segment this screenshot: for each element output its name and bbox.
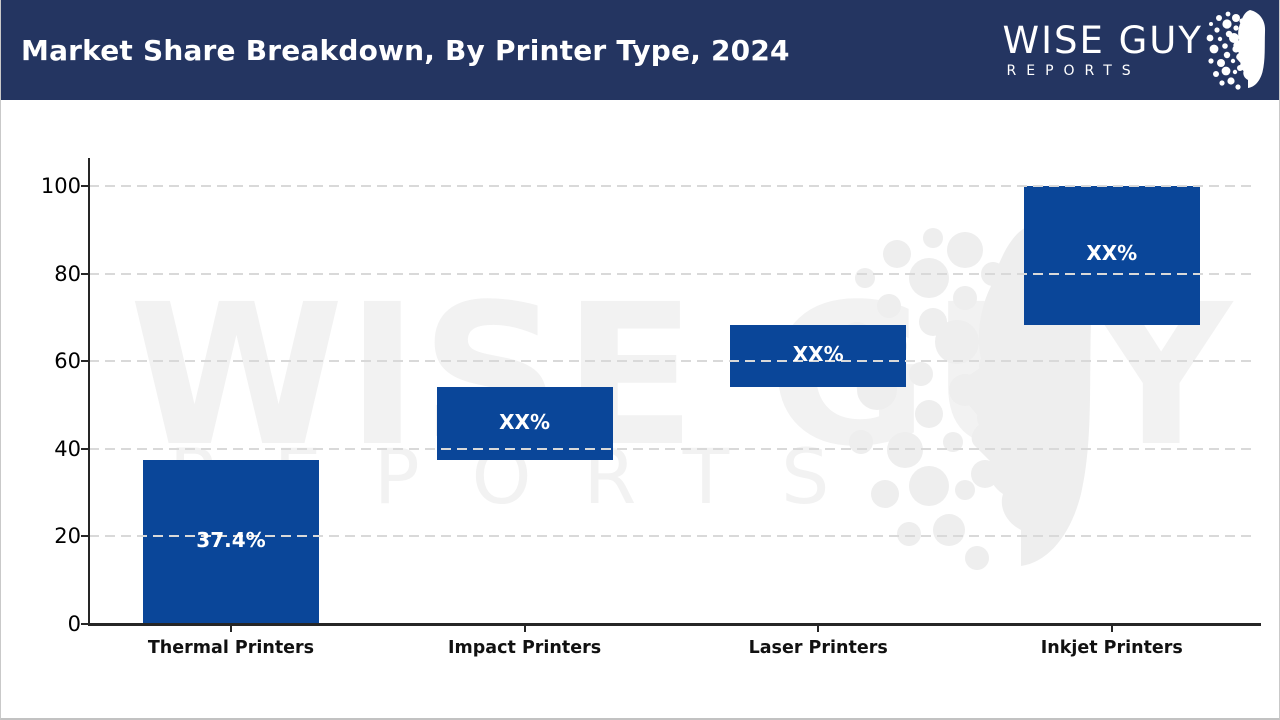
- bar-value-label: 37.4%: [196, 527, 266, 552]
- y-axis-tick-label: 60: [54, 349, 81, 373]
- y-axis-tick-mark: [81, 535, 88, 537]
- header-bar: Market Share Breakdown, By Printer Type,…: [1, 0, 1279, 100]
- y-gridline: [89, 360, 1253, 362]
- bar-laser-printers: [730, 324, 907, 388]
- y-axis-tick-label: 20: [54, 524, 81, 548]
- y-gridline: [89, 535, 1253, 537]
- bar-thermal-printers: [143, 459, 319, 624]
- brand-face-icon: [1206, 10, 1266, 90]
- y-axis-tick-label: 0: [67, 611, 81, 636]
- brand-logo-text: WISE GUY REPORTS: [1003, 22, 1203, 79]
- y-gridline: [89, 185, 1253, 187]
- bar-value-label: XX%: [1086, 241, 1138, 266]
- y-gridline: [89, 272, 1253, 275]
- chart-title: Market Share Breakdown, By Printer Type,…: [21, 33, 790, 67]
- x-axis-category-label: Thermal Printers: [147, 638, 315, 658]
- x-axis-category-label: Laser Printers: [748, 638, 888, 658]
- x-axis-tick-mark: [523, 625, 526, 632]
- y-axis-tick-mark: [81, 622, 88, 625]
- bar-value-label: XX%: [499, 409, 551, 434]
- x-axis-tick-mark: [1110, 625, 1113, 632]
- brand-name: WISE GUY: [1002, 18, 1203, 62]
- y-axis-tick-label: 80: [54, 261, 81, 286]
- y-axis-tick-mark: [81, 185, 88, 187]
- x-axis-tick-mark: [817, 625, 820, 632]
- x-axis-line: [88, 623, 1261, 626]
- y-axis-tick-mark: [81, 272, 88, 275]
- x-axis-category-label: Inkjet Printers: [1040, 638, 1183, 658]
- brand-logo: WISE GUY REPORTS: [1003, 8, 1267, 92]
- y-axis-tick-mark: [81, 447, 88, 450]
- y-axis-tick-label: 100: [40, 174, 81, 198]
- bar-inkjet-printers: [1023, 186, 1200, 325]
- y-axis-tick-label: 40: [54, 436, 81, 461]
- y-axis-line: [88, 158, 90, 626]
- x-axis-category-label: Impact Printers: [448, 638, 602, 658]
- brand-subtitle: REPORTS: [1006, 62, 1141, 79]
- y-gridline: [89, 447, 1253, 450]
- y-axis-tick-mark: [81, 360, 88, 362]
- bar-value-label: XX%: [792, 341, 844, 366]
- x-axis-tick-mark: [230, 625, 232, 632]
